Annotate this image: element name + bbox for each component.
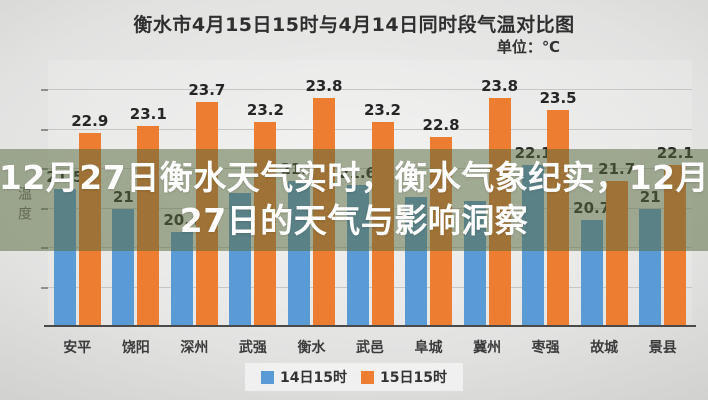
bar-value-label-15日15时-阜城: 22.8 (422, 116, 460, 135)
legend-swatch-icon (261, 370, 275, 384)
legend-swatch-icon (361, 370, 374, 384)
bar-value-label-15日15时-饶阳: 23.1 (129, 104, 167, 123)
gridline-19 (48, 286, 692, 288)
x-axis-label-武强: 武强 (238, 340, 267, 356)
y-axis-tick-23 (41, 128, 48, 131)
x-axis-label-阜城: 阜城 (414, 340, 443, 356)
x-axis-label-安平: 安平 (63, 340, 92, 356)
x-axis-label-故城: 故城 (590, 340, 619, 356)
headline-line-1: 12月27日衡水天气实时，衡水气象纪实，12月 (0, 158, 708, 198)
headline-line-2: 27日的天气与影响洞察 (179, 201, 529, 240)
bar-value-label-15日15时-深州: 23.7 (188, 80, 226, 99)
chart-title: 衡水市4月15日15时与4月14日同时段气温对比图 (133, 14, 575, 36)
legend-item-14日15时: 14日15时 (261, 367, 347, 387)
legend-wrap: 14日15时 15日15时 (0, 363, 708, 391)
x-axis-label-景县: 景县 (648, 340, 677, 356)
bar-value-label-15日15时-安平: 22.9 (71, 112, 109, 131)
bar-14日15时-深州 (170, 232, 193, 327)
x-axis-label-冀州: 冀州 (473, 340, 502, 356)
x-axis-label-衡水: 衡水 (297, 340, 326, 356)
x-axis-label-饶阳: 饶阳 (121, 340, 150, 356)
y-axis-tick-24 (41, 89, 48, 92)
bar-value-label-15日15时-枣强: 23.5 (539, 88, 577, 107)
x-axis-label-武邑: 武邑 (356, 340, 384, 356)
headline-overlay-banner: 12月27日衡水天气实时，衡水气象纪实，12月 27日的天气与影响洞察 (0, 149, 708, 251)
chart-legend: 14日15时 15日15时 (245, 363, 463, 391)
x-axis-label-枣强: 枣强 (531, 340, 560, 356)
bar-value-label-15日15时-武强: 23.2 (246, 100, 284, 119)
legend-item-15日15时: 15日15时 (361, 367, 447, 387)
legend-label: 15日15时 (380, 370, 447, 386)
x-axis-line (44, 325, 696, 327)
y-axis-tick-19 (41, 286, 48, 289)
gridline-23 (48, 128, 692, 130)
bar-value-label-15日15时-武邑: 23.2 (363, 100, 401, 119)
bar-value-label-15日15时-衡水: 23.8 (305, 76, 343, 95)
bar-value-label-15日15时-冀州: 23.8 (481, 76, 519, 95)
x-axis-labels: 安平 饶阳 深州 武强 衡水 武邑 阜城 冀州 枣强 故城 景县 (48, 337, 692, 357)
unit-label: 单位：℃ (496, 38, 560, 56)
x-axis-label-深州: 深州 (180, 340, 209, 356)
gridline-24 (48, 89, 692, 91)
legend-label: 14日15时 (280, 370, 347, 386)
